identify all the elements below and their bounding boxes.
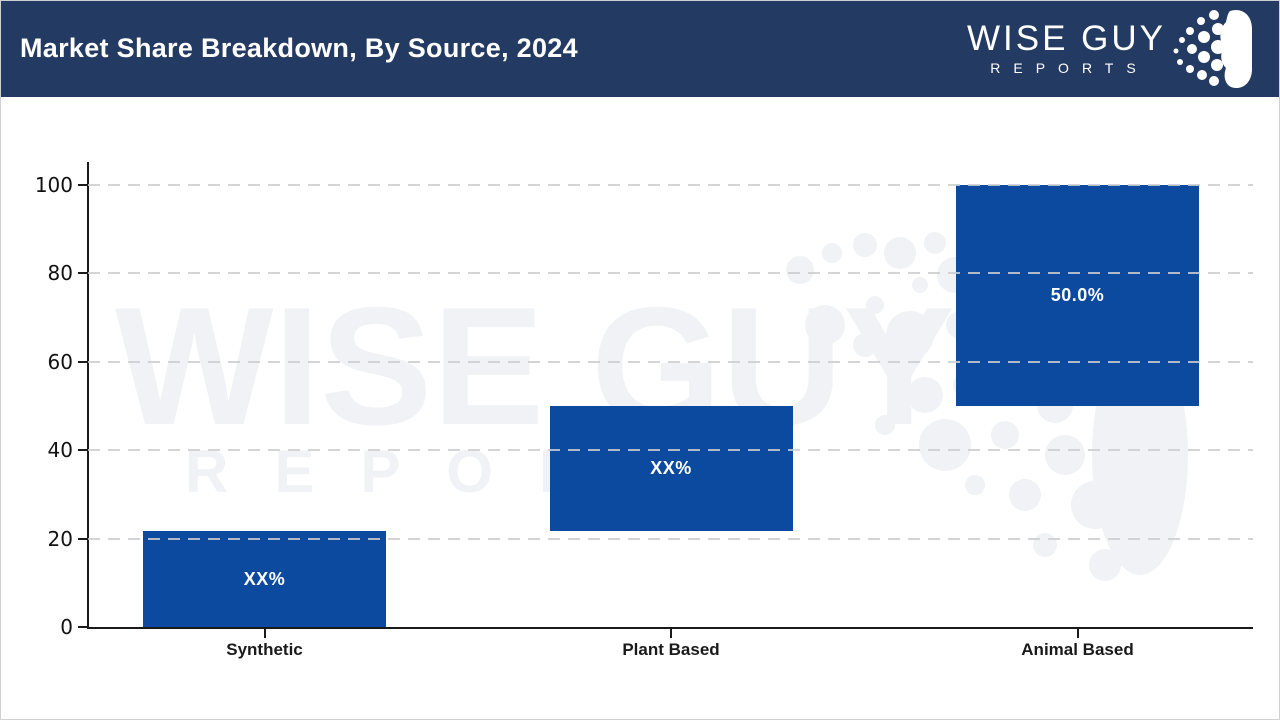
y-axis [87, 162, 89, 629]
y-tick-mark [78, 626, 87, 628]
y-tick-label: 100 [34, 173, 73, 197]
bar-value-label: XX% [243, 568, 286, 589]
y-tick-mark [78, 449, 87, 452]
logo-face-icon [1173, 9, 1252, 88]
x-tick-mark [670, 629, 672, 638]
y-tick-label: 0 [60, 615, 73, 639]
bar: 50.0% [956, 185, 1199, 406]
y-tick-label: 20 [47, 526, 73, 551]
gridline [88, 537, 1253, 540]
logo: WISE GUY REPORTS [967, 7, 1254, 91]
y-tick-mark [78, 272, 87, 275]
bar-value-label: XX% [650, 458, 692, 479]
x-tick-mark [263, 629, 266, 638]
y-tick-label: 60 [47, 349, 73, 374]
bar: XX% [143, 531, 386, 627]
y-tick-mark [78, 184, 87, 186]
x-tick-label: Animal Based [1021, 640, 1134, 659]
gridline [88, 449, 1253, 452]
header: Market Share Breakdown, By Source, 2024 … [0, 0, 1280, 97]
gridline [88, 360, 1253, 363]
x-tick-mark [1076, 629, 1079, 638]
x-tick-label: Synthetic [226, 640, 303, 659]
logo-text: WISE GUY REPORTS [966, 19, 1166, 76]
y-tick-mark [78, 360, 87, 363]
y-tick-mark [78, 537, 87, 540]
x-tick-label: Plant Based [622, 640, 720, 659]
logo-wordmark: WISE GUY [966, 19, 1166, 59]
gridline [88, 184, 1253, 186]
bar: XX% [549, 406, 793, 532]
logo-subtext: REPORTS [990, 59, 1149, 76]
page-title: Market Share Breakdown, By Source, 2024 [20, 33, 578, 63]
y-tick-label: 40 [47, 438, 73, 463]
x-axis [87, 627, 1253, 629]
gridline [88, 272, 1253, 275]
bar-value-label: 50.0% [1050, 285, 1105, 305]
y-tick-label: 80 [47, 261, 73, 286]
